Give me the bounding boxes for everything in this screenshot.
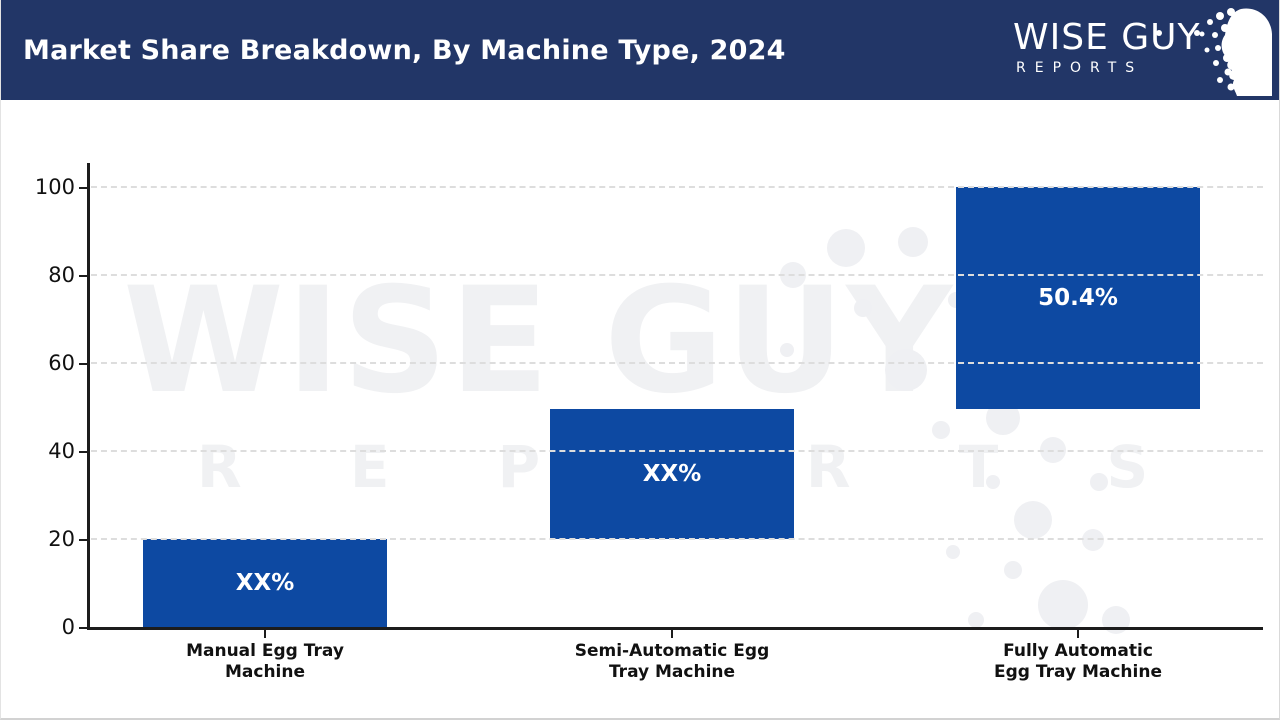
x-tick-mark — [671, 629, 673, 638]
logo-reports-text: REPORTS — [1016, 60, 1144, 76]
y-tick-mark — [79, 187, 87, 189]
chart-area: WISE GUY R E P O R T S 020406080100XX%XX… — [1, 100, 1280, 718]
gridline — [91, 274, 1263, 276]
bar: XX% — [550, 408, 794, 539]
bar: XX% — [143, 539, 387, 627]
dotted-face-icon — [1199, 8, 1272, 96]
logo-wordmark-text: WISE GUY — [1013, 17, 1201, 58]
x-tick-mark — [1077, 629, 1079, 638]
x-category-label: Manual Egg Tray Machine — [186, 641, 344, 682]
logo-dot-icon — [1194, 30, 1200, 36]
y-tick-mark — [79, 627, 87, 629]
y-tick-mark — [79, 539, 87, 541]
logo-wordmark: WISE GUY REPORTS — [1013, 20, 1200, 76]
gridline — [91, 450, 1263, 452]
gridline — [91, 362, 1263, 364]
watermark-dots-pattern — [780, 227, 1130, 634]
header-banner: Market Share Breakdown, By Machine Type,… — [1, 0, 1279, 100]
bar-value-label: 50.4% — [1038, 284, 1118, 311]
y-tick-label: 20 — [48, 527, 75, 551]
page-title: Market Share Breakdown, By Machine Type,… — [23, 34, 786, 66]
y-tick-label: 60 — [48, 351, 75, 375]
y-tick-label: 40 — [48, 439, 75, 463]
x-category-label: Fully Automatic Egg Tray Machine — [994, 641, 1162, 682]
y-tick-label: 0 — [61, 615, 75, 639]
watermark-wiseguy-text: WISE GUY — [123, 256, 955, 426]
bar-value-label: XX% — [235, 570, 295, 596]
y-tick-mark — [79, 275, 87, 277]
x-tick-mark — [264, 629, 266, 638]
gridline — [91, 538, 1263, 540]
y-axis-line — [87, 163, 90, 629]
y-tick-mark — [79, 363, 87, 365]
y-tick-mark — [79, 451, 87, 453]
x-category-label: Semi-Automatic Egg Tray Machine — [574, 641, 770, 682]
x-axis-line — [87, 627, 1263, 630]
bar: 50.4% — [956, 187, 1200, 409]
logo-dot-icon — [1156, 30, 1162, 36]
y-tick-label: 80 — [48, 263, 75, 287]
bar-value-label: XX% — [642, 460, 702, 487]
gridline — [91, 186, 1263, 188]
wise-guy-logo: WISE GUY REPORTS — [1013, 4, 1275, 96]
y-tick-label: 100 — [34, 175, 75, 199]
